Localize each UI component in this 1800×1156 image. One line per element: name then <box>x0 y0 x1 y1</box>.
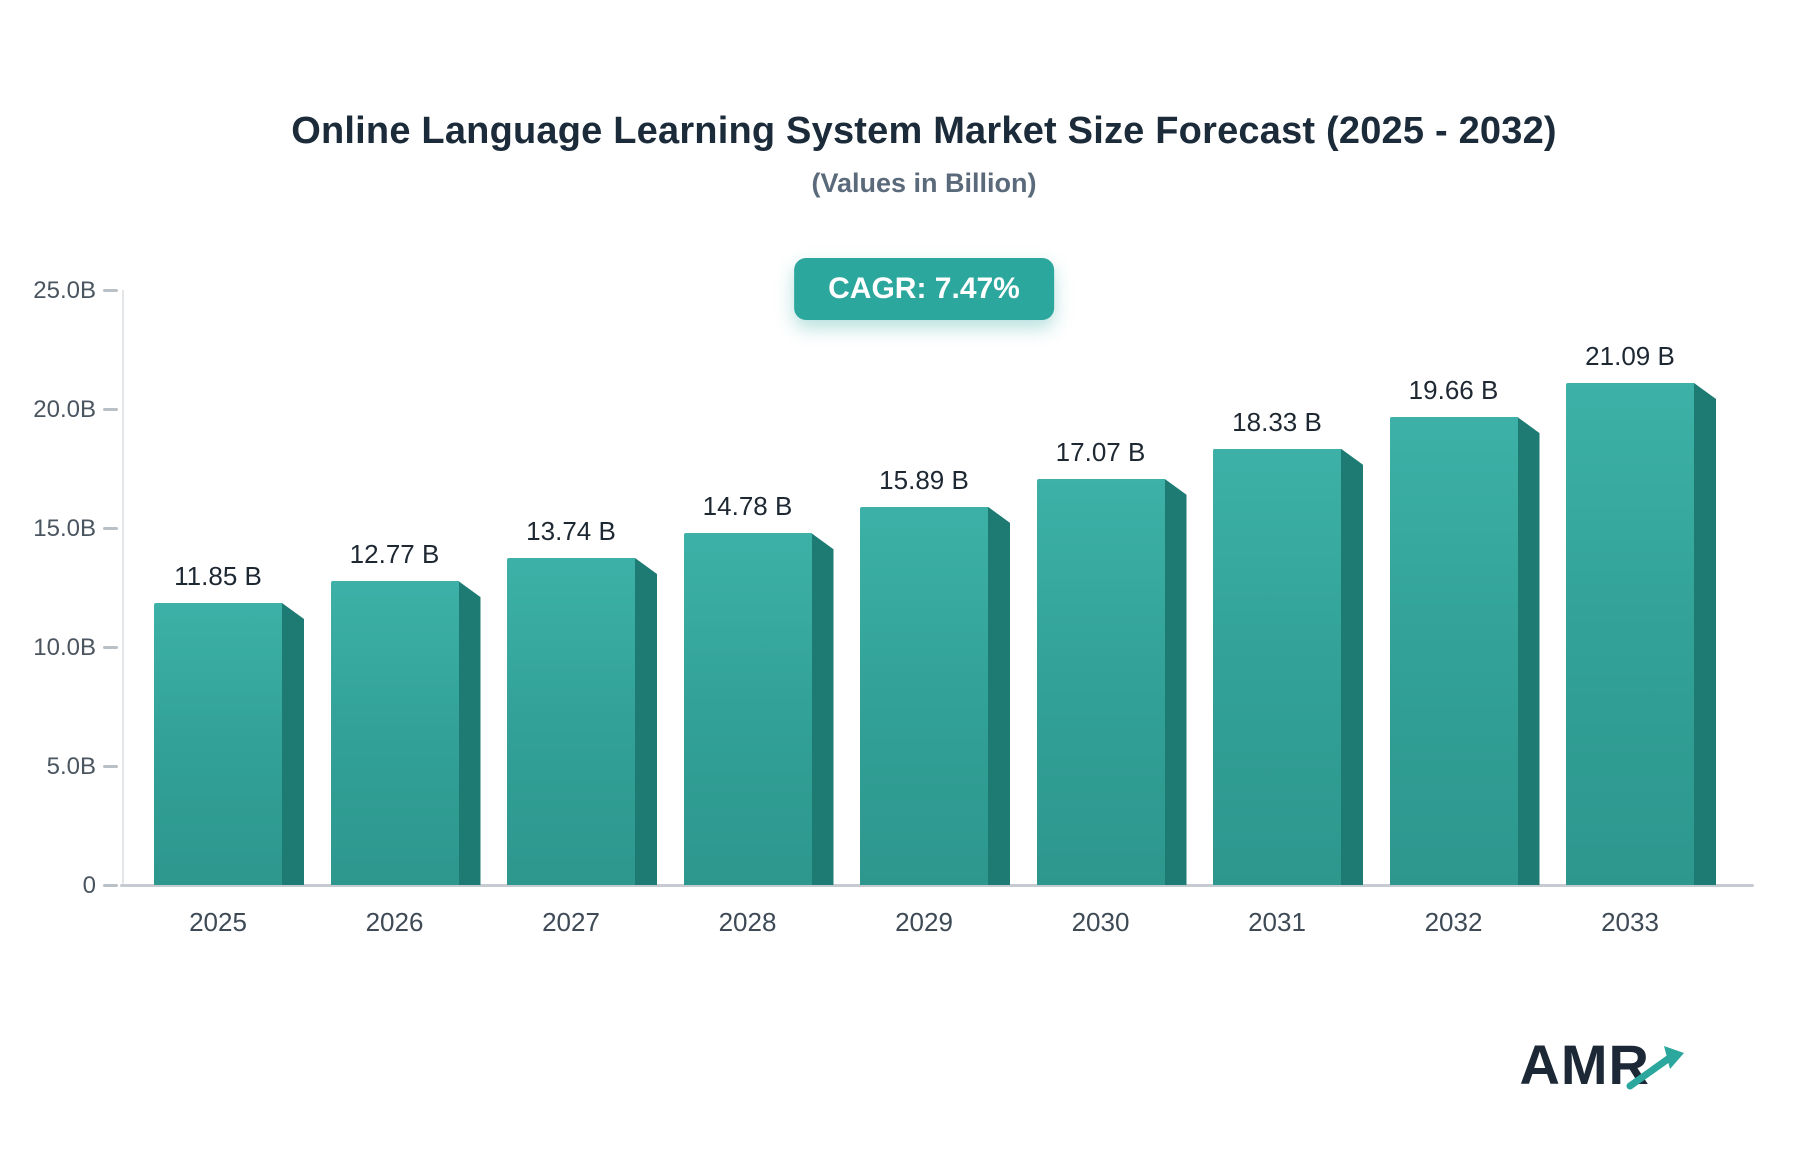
x-tick-label: 2032 <box>1424 907 1483 937</box>
bar-value-label: 13.74 B <box>526 515 616 546</box>
bar <box>1566 383 1694 885</box>
chart-title: Online Language Learning System Market S… <box>291 110 1557 152</box>
y-tick-label: 5.0B <box>46 753 96 780</box>
bar-value-label: 19.66 B <box>1408 375 1499 406</box>
x-axis-line <box>120 884 1754 887</box>
y-tick-mark <box>103 765 118 768</box>
x-tick-label: 2033 <box>1601 907 1659 937</box>
bar <box>1036 478 1165 885</box>
y-tick-mark <box>103 527 118 530</box>
x-tick-label: 2025 <box>189 907 247 937</box>
y-tick-label: 15.0B <box>33 515 96 542</box>
bar-side-face <box>1341 448 1363 885</box>
x-tick-label: 2031 <box>1248 907 1306 937</box>
y-tick-mark <box>103 646 118 649</box>
x-tick-label: 2026 <box>365 907 424 937</box>
chart-subtitle: (Values in Billion) <box>811 168 1037 198</box>
y-tick-label: 0 <box>82 872 96 899</box>
bar-side-face <box>1164 478 1187 885</box>
bar-value-label: 21.09 B <box>1585 341 1675 372</box>
bar <box>154 602 282 885</box>
bar-side-face <box>282 602 304 885</box>
bar-side-face <box>1694 383 1716 885</box>
bar <box>1213 448 1341 885</box>
x-tick-label: 2028 <box>718 907 777 937</box>
bar-side-face <box>811 533 834 885</box>
amr-logo: AMR <box>1519 1032 1688 1097</box>
bar-value-label: 15.89 B <box>879 464 969 495</box>
x-tick-label: 2030 <box>1071 907 1130 937</box>
bar-value-label: 14.78 B <box>702 491 793 522</box>
y-tick-label: 10.0B <box>33 634 96 661</box>
bar-side-face <box>635 557 657 885</box>
y-tick-mark <box>103 408 118 411</box>
bar-side-face <box>458 581 481 885</box>
x-tick-label: 2027 <box>542 907 600 937</box>
bar <box>507 557 635 885</box>
cagr-badge: CAGR: 7.47% <box>794 258 1054 320</box>
bar-value-label: 11.85 B <box>174 560 262 591</box>
bar-side-face <box>1517 417 1540 885</box>
bar-value-label: 17.07 B <box>1055 436 1146 467</box>
bar-value-label: 12.77 B <box>349 539 440 570</box>
y-tick-label: 25.0B <box>33 277 96 304</box>
bar-value-label: 18.33 B <box>1232 406 1322 437</box>
y-axis-line <box>122 290 124 884</box>
y-tick-mark <box>103 884 118 887</box>
bar <box>1389 417 1518 885</box>
bar-side-face <box>988 506 1010 885</box>
bar <box>683 533 812 885</box>
x-tick-label: 2029 <box>895 907 953 937</box>
growth-arrow-icon <box>1626 1045 1684 1089</box>
bar <box>330 581 459 885</box>
y-tick-label: 20.0B <box>33 396 96 423</box>
y-tick-mark <box>103 289 118 292</box>
bar <box>860 506 988 885</box>
